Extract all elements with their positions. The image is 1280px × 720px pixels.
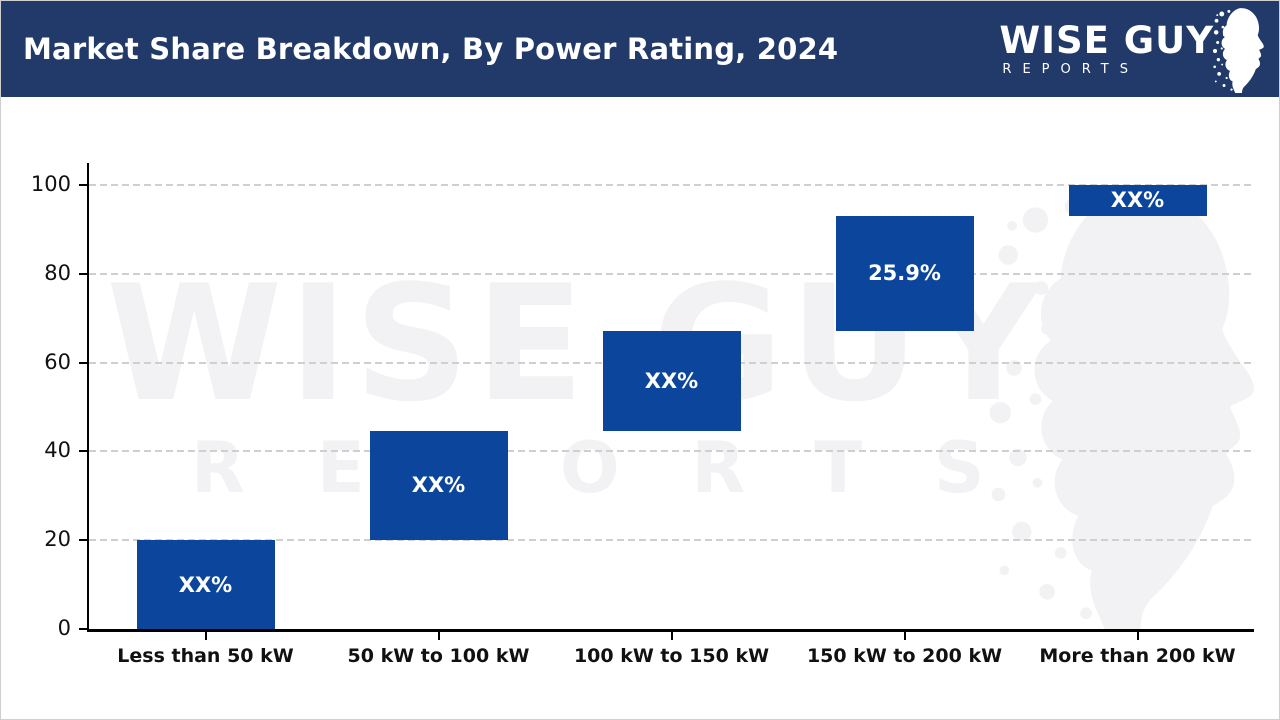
- bar: 25.9%: [835, 215, 974, 331]
- watermark-subtitle: REPORTS: [191, 427, 1057, 509]
- gridline: [89, 272, 1254, 275]
- bar: XX%: [602, 330, 741, 431]
- bar: XX%: [369, 430, 508, 541]
- bar-value-label: XX%: [644, 368, 699, 393]
- logo-title: WISE GUY: [999, 19, 1214, 62]
- x-tick-label: 100 kW to 150 kW: [573, 645, 770, 667]
- bar-value-label: 25.9%: [868, 261, 941, 286]
- y-tick-label: 40: [44, 438, 71, 463]
- header: Market Share Breakdown, By Power Rating,…: [1, 1, 1279, 97]
- gridline: [89, 184, 1254, 187]
- x-tick-label: 150 kW to 200 kW: [806, 645, 1003, 667]
- x-tick-mark: [437, 632, 440, 640]
- y-tick-mark: [79, 539, 88, 542]
- y-tick-mark: [79, 628, 88, 630]
- bar-value-label: XX%: [178, 572, 233, 597]
- bar-value-label: XX%: [1110, 188, 1165, 213]
- bar: XX%: [136, 540, 275, 629]
- y-tick-label: 0: [57, 616, 71, 640]
- wise-guy-logo: WISE GUY REPORTS: [999, 4, 1269, 94]
- x-tick-mark: [903, 632, 906, 640]
- y-tick-label: 20: [44, 527, 71, 552]
- y-tick-mark: [79, 450, 88, 453]
- y-tick-label: 80: [44, 260, 71, 285]
- y-tick-mark: [79, 361, 88, 364]
- bar: XX%: [1068, 185, 1207, 216]
- x-tick-label: 50 kW to 100 kW: [347, 645, 530, 667]
- x-tick-label: Less than 50 kW: [117, 645, 294, 667]
- page-title: Market Share Breakdown, By Power Rating,…: [23, 32, 839, 66]
- chart-canvas: WISE GUY REPORTS 0 20 40 60 80 100 XX% Less tha…: [1, 97, 1279, 719]
- x-tick-label: More than 200 kW: [1039, 645, 1236, 667]
- plot-area: 0 20 40 60 80 100 XX% Less than 50 kW XX% 50 kW t…: [31, 163, 1254, 667]
- logo-subtitle: REPORTS: [1002, 62, 1140, 77]
- x-tick-mark: [670, 632, 673, 640]
- y-tick-mark: [79, 184, 88, 187]
- gridline: [89, 539, 1254, 542]
- x-axis-line: [87, 629, 1254, 632]
- x-tick-mark: [1136, 632, 1139, 640]
- y-tick-label: 100: [30, 172, 71, 197]
- logo-face-icon: [1209, 5, 1269, 93]
- logo-wordmark: WISE GUY REPORTS: [999, 22, 1214, 76]
- y-tick-mark: [79, 272, 88, 275]
- gridline: [89, 450, 1254, 453]
- y-axis-line: [87, 163, 89, 631]
- y-tick-label: 60: [44, 349, 71, 374]
- x-tick-mark: [204, 632, 207, 640]
- bar-value-label: XX%: [411, 473, 466, 498]
